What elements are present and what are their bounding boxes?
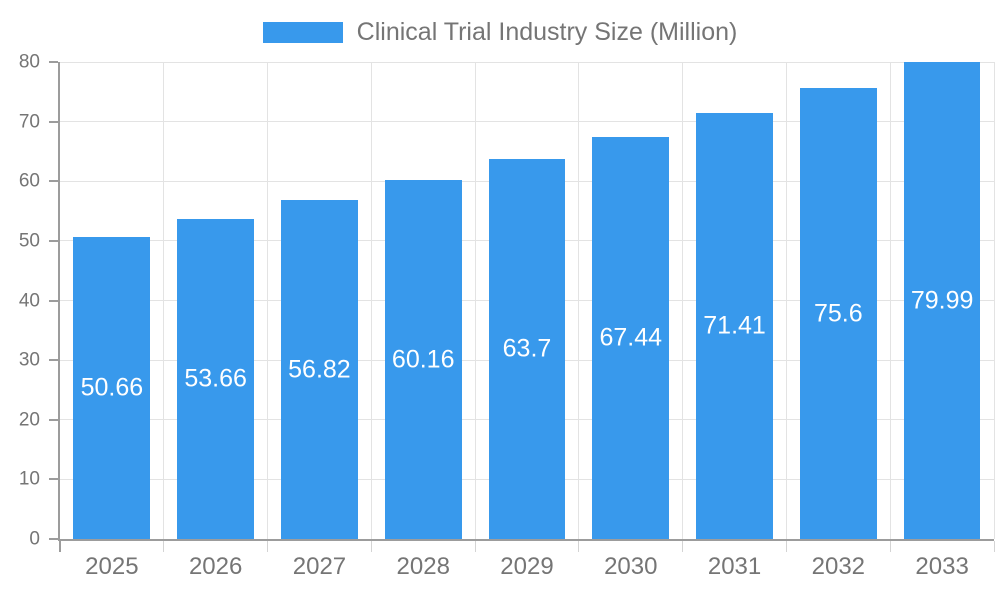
v-gridline [267, 62, 269, 539]
bar-value-label: 50.66 [80, 373, 144, 402]
legend-label: Clinical Trial Industry Size (Million) [356, 17, 738, 46]
x-axis-tick-label-2027: 2027 [292, 553, 347, 580]
v-gridline [370, 62, 372, 539]
v-gridline [682, 62, 684, 539]
bar-2025[interactable]: 50.66 [73, 236, 151, 539]
x-axis-tick [163, 541, 165, 552]
v-gridline [578, 62, 580, 539]
y-axis-tick [49, 120, 58, 123]
bar-value-label: 56.82 [288, 355, 351, 384]
x-axis-tick-label-2033: 2033 [915, 553, 969, 580]
x-axis-tick-label-2025: 2025 [85, 553, 139, 580]
y-axis-tick-label: 20 [18, 409, 40, 431]
h-gridline [60, 61, 994, 63]
x-axis-tick-label-2031: 2031 [707, 553, 762, 580]
y-axis-tick [49, 61, 58, 63]
v-gridline [785, 62, 787, 539]
v-gridline [889, 62, 891, 539]
x-axis-tick [474, 541, 476, 552]
bar-2030[interactable]: 67.44 [592, 136, 670, 539]
x-axis-tick [59, 541, 61, 552]
y-axis-tick-label: 70 [18, 111, 40, 133]
h-gridline [60, 121, 994, 123]
y-axis-tick-label: 10 [18, 468, 40, 490]
y-axis-labels: 0 10 20 30 40 50 60 70 80 [0, 53, 40, 549]
bar-value-label: 75.6 [813, 299, 863, 328]
y-axis-tick-label: 50 [18, 230, 40, 252]
v-gridline [163, 62, 165, 539]
bar-value-label: 53.66 [184, 364, 247, 393]
bar-2032[interactable]: 75.6 [799, 88, 877, 539]
y-axis-tick [49, 538, 58, 540]
bar-value-label: 60.16 [391, 345, 455, 374]
x-axis-tick [370, 541, 372, 552]
bar-2029[interactable]: 63.7 [488, 159, 566, 539]
x-axis-labels: 2025 2026 2027 2028 2029 2030 2031 2032 2033 [60, 554, 994, 584]
y-axis-line [58, 62, 60, 541]
legend[interactable]: Clinical Trial Industry Size (Million) [0, 10, 1000, 54]
y-axis-tick [49, 299, 58, 302]
legend-swatch-icon [262, 21, 343, 43]
bar-2033[interactable]: 79.99 [903, 62, 981, 539]
x-axis-line [58, 539, 994, 541]
bar-2026[interactable]: 53.66 [177, 219, 255, 539]
y-axis-tick-label: 30 [18, 349, 40, 371]
y-axis-tick-label: 40 [18, 290, 40, 311]
x-axis-tick [578, 541, 580, 552]
x-axis-tick [785, 541, 787, 552]
x-axis-tick-label-2032: 2032 [811, 553, 866, 580]
v-gridline [993, 62, 995, 539]
bar-value-label: 63.7 [502, 334, 552, 363]
y-axis-tick-label: 60 [18, 170, 40, 192]
x-axis-tick-label-2026: 2026 [188, 553, 243, 580]
bar-value-label: 79.99 [910, 286, 974, 315]
x-axis-tick-label-2029: 2029 [500, 553, 554, 580]
bar-2031[interactable]: 71.41 [696, 113, 773, 539]
bar-2028[interactable]: 60.16 [384, 180, 462, 539]
v-gridline [474, 62, 476, 539]
y-axis-tick [49, 478, 58, 481]
x-axis-tick [267, 541, 269, 552]
y-axis-tick-label: 80 [18, 51, 40, 73]
x-axis-tick-label-2030: 2030 [604, 553, 658, 580]
x-axis-tick [889, 541, 891, 552]
y-axis-tick [49, 418, 58, 421]
y-axis-tick [49, 359, 58, 362]
bar-value-label: 71.41 [703, 311, 766, 340]
x-axis-tick [682, 541, 684, 552]
y-axis-tick-label: 0 [29, 528, 40, 550]
plot-area: 50.66 53.66 56.82 60.16 63.7 67.44 71.41 75.6 79… [49, 61, 995, 552]
x-axis-tick-label-2028: 2028 [396, 553, 450, 580]
x-axis-tick [993, 541, 995, 552]
y-axis-tick [49, 239, 58, 242]
bar-value-label: 67.44 [599, 323, 663, 352]
bar-2027[interactable]: 56.82 [281, 200, 358, 539]
y-axis-tick [49, 180, 58, 183]
